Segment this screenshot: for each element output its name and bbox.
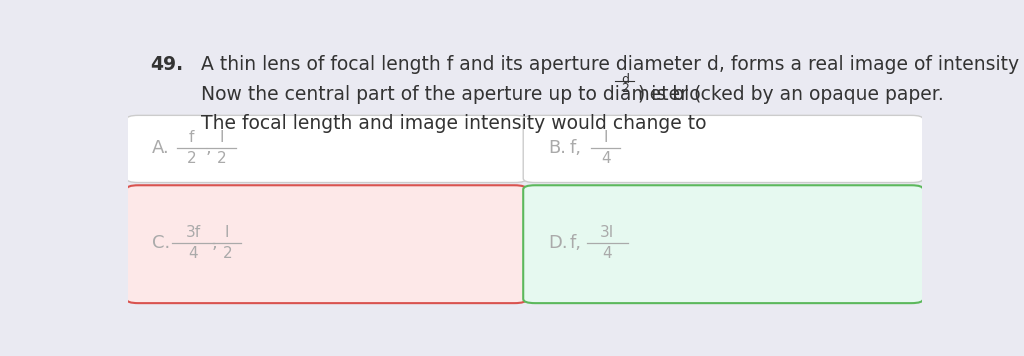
Text: 49.: 49.: [151, 55, 183, 74]
Text: A.: A.: [152, 139, 170, 157]
Text: f: f: [188, 130, 195, 145]
FancyBboxPatch shape: [523, 115, 924, 183]
FancyBboxPatch shape: [126, 115, 526, 183]
Text: ,: ,: [206, 139, 212, 157]
Text: 4: 4: [602, 246, 612, 261]
Text: The focal length and image intensity would change to: The focal length and image intensity wou…: [201, 114, 707, 133]
Text: ,: ,: [211, 234, 217, 252]
Text: C.: C.: [152, 234, 170, 252]
FancyBboxPatch shape: [523, 185, 924, 303]
Text: I: I: [603, 130, 608, 145]
Text: 2: 2: [186, 151, 197, 166]
Text: B.: B.: [549, 139, 566, 157]
Text: 2: 2: [621, 83, 629, 95]
Text: I: I: [225, 225, 229, 240]
Text: D.: D.: [549, 234, 568, 252]
FancyBboxPatch shape: [126, 185, 526, 303]
Text: d: d: [621, 73, 629, 86]
Text: ) is blocked by an opaque paper.: ) is blocked by an opaque paper.: [638, 85, 944, 104]
Text: f,: f,: [569, 139, 582, 157]
Text: 3f: 3f: [185, 225, 201, 240]
Text: 2: 2: [217, 151, 226, 166]
Text: 3I: 3I: [600, 225, 614, 240]
Text: A thin lens of focal length f and its aperture diameter d, forms a real image of: A thin lens of focal length f and its ap…: [201, 55, 1024, 74]
Text: 2: 2: [222, 246, 232, 261]
Text: 4: 4: [188, 246, 198, 261]
Text: I: I: [219, 130, 224, 145]
Text: Now the central part of the aperture up to diameter (: Now the central part of the aperture up …: [201, 85, 701, 104]
Text: f,: f,: [569, 234, 582, 252]
Text: 4: 4: [601, 151, 610, 166]
